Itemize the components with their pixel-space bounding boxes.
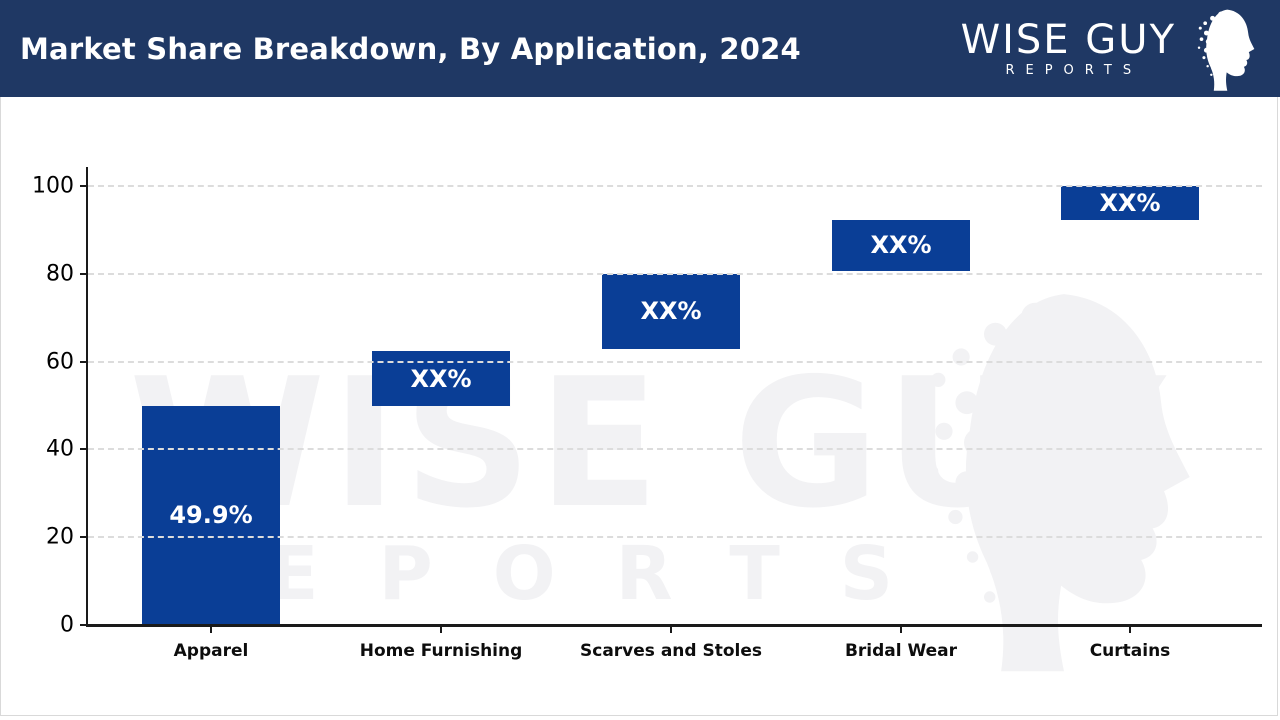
page-title: Market Share Breakdown, By Application, … — [20, 31, 801, 66]
y-tick-label: 80 — [46, 261, 74, 287]
brand-name: WISE GUY — [960, 16, 1176, 63]
bar-value-label: XX% — [640, 297, 702, 326]
x-axis-tick — [1129, 627, 1131, 633]
x-tick-label-bridal-wear: Bridal Wear — [844, 641, 958, 661]
brand-logo: WISE GUY REPORTS — [961, 6, 1266, 92]
x-axis-tick — [210, 627, 212, 633]
x-tick-label-curtains: Curtains — [1089, 641, 1171, 661]
x-tick-label-apparel: Apparel — [173, 641, 249, 661]
brand-subtitle: REPORTS — [1005, 62, 1143, 78]
face-profile-logo-icon — [1197, 9, 1255, 91]
bar-value-label: XX% — [870, 231, 932, 260]
y-tick-label: 40 — [46, 436, 74, 462]
header-bar: Market Share Breakdown, By Application, … — [0, 0, 1280, 97]
x-tick-label-scarves-and-stoles: Scarves and Stoles — [579, 641, 763, 661]
bar-value-label: XX% — [410, 364, 472, 393]
bar-value-label: 49.9% — [169, 501, 253, 530]
watermark-face-icon — [926, 294, 1190, 672]
y-axis-tick — [80, 624, 88, 626]
gridline-y20 — [88, 536, 1262, 539]
x-tick-label-home-furnishing: Home Furnishing — [359, 641, 523, 661]
x-axis-tick — [900, 627, 902, 633]
bar-curtains — [1061, 185, 1199, 220]
gridline-y60 — [88, 360, 1262, 363]
bar-value-label: XX% — [1099, 188, 1161, 217]
y-tick-label: 100 — [32, 173, 74, 199]
x-axis-tick — [670, 627, 672, 633]
y-axis-tick — [80, 185, 88, 187]
y-axis-tick — [80, 448, 88, 451]
y-axis-tick — [80, 272, 88, 275]
gridline-y80 — [88, 272, 1262, 275]
brand-logo-text: WISE GUY REPORTS — [961, 20, 1176, 78]
y-tick-label: 0 — [60, 612, 74, 638]
gridline-y100 — [88, 185, 1262, 187]
x-axis-tick — [440, 627, 442, 633]
y-tick-label: 60 — [46, 349, 74, 375]
watermark-brand-text: WISE GUY — [129, 340, 1171, 547]
x-axis-spine — [88, 624, 1262, 627]
y-tick-label: 20 — [46, 524, 74, 550]
y-axis-tick — [80, 360, 88, 363]
bar-bridal-wear — [832, 219, 970, 272]
y-axis-tick — [80, 536, 88, 539]
bar-home-furnishing — [372, 351, 510, 406]
y-axis-spine — [86, 167, 88, 627]
gridline-y40 — [88, 448, 1262, 451]
bar-scarves-and-stoles — [602, 273, 740, 349]
bar-apparel — [142, 405, 280, 625]
